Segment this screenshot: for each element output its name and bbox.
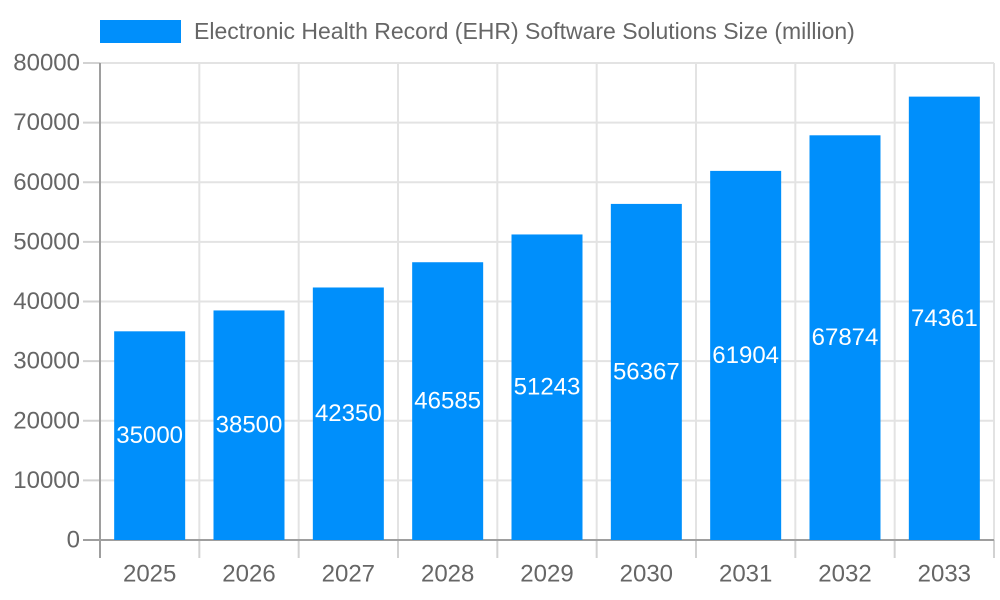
y-axis-label-40000: 40000	[13, 288, 80, 315]
bar-value-label-2033: 74361	[911, 305, 978, 332]
y-axis-label-20000: 20000	[13, 407, 80, 434]
bar-2031[interactable]	[710, 170, 782, 540]
bar-value-label-2029: 51243	[514, 374, 581, 401]
x-axis-label-2032: 2032	[818, 561, 871, 588]
bar-value-label-2030: 56367	[613, 358, 680, 385]
legend-label: Electronic Health Record (EHR) Software …	[194, 18, 855, 44]
x-axis-label-2027: 2027	[322, 561, 375, 588]
bar-2033[interactable]	[908, 96, 980, 541]
x-axis-label-2026: 2026	[222, 561, 275, 588]
bar-2025[interactable]	[114, 331, 186, 540]
y-axis-label-10000: 10000	[13, 467, 80, 494]
y-axis-label-80000: 80000	[13, 50, 80, 77]
bar-2027[interactable]	[312, 287, 384, 540]
bar-2028[interactable]	[412, 262, 484, 540]
bar-2026[interactable]	[213, 310, 285, 540]
bar-value-label-2027: 42350	[315, 400, 382, 427]
y-axis-label-70000: 70000	[13, 109, 80, 136]
y-axis-label-0: 0	[67, 527, 80, 554]
bar-value-label-2031: 61904	[712, 342, 779, 369]
y-axis-label-30000: 30000	[13, 348, 80, 375]
bar-2032[interactable]	[809, 135, 881, 540]
bar-2030[interactable]	[610, 203, 682, 541]
bar-2029[interactable]	[511, 234, 583, 540]
x-axis-label-2030: 2030	[620, 561, 673, 588]
bar-value-label-2025: 35000	[116, 422, 183, 449]
legend-swatch-icon	[100, 19, 181, 43]
x-axis-label-2031: 2031	[719, 561, 772, 588]
bar-value-label-2028: 46585	[414, 388, 481, 415]
y-axis-label-60000: 60000	[13, 169, 80, 196]
x-axis-label-2025: 2025	[123, 561, 176, 588]
bar-value-label-2032: 67874	[812, 324, 879, 351]
bar-value-label-2026: 38500	[216, 412, 283, 439]
y-axis-label-50000: 50000	[13, 228, 80, 255]
x-axis-label-2028: 2028	[421, 561, 474, 588]
x-axis-label-2033: 2033	[918, 561, 971, 588]
legend-item[interactable]: Electronic Health Record (EHR) Software …	[100, 18, 855, 44]
x-axis-label-2029: 2029	[520, 561, 573, 588]
